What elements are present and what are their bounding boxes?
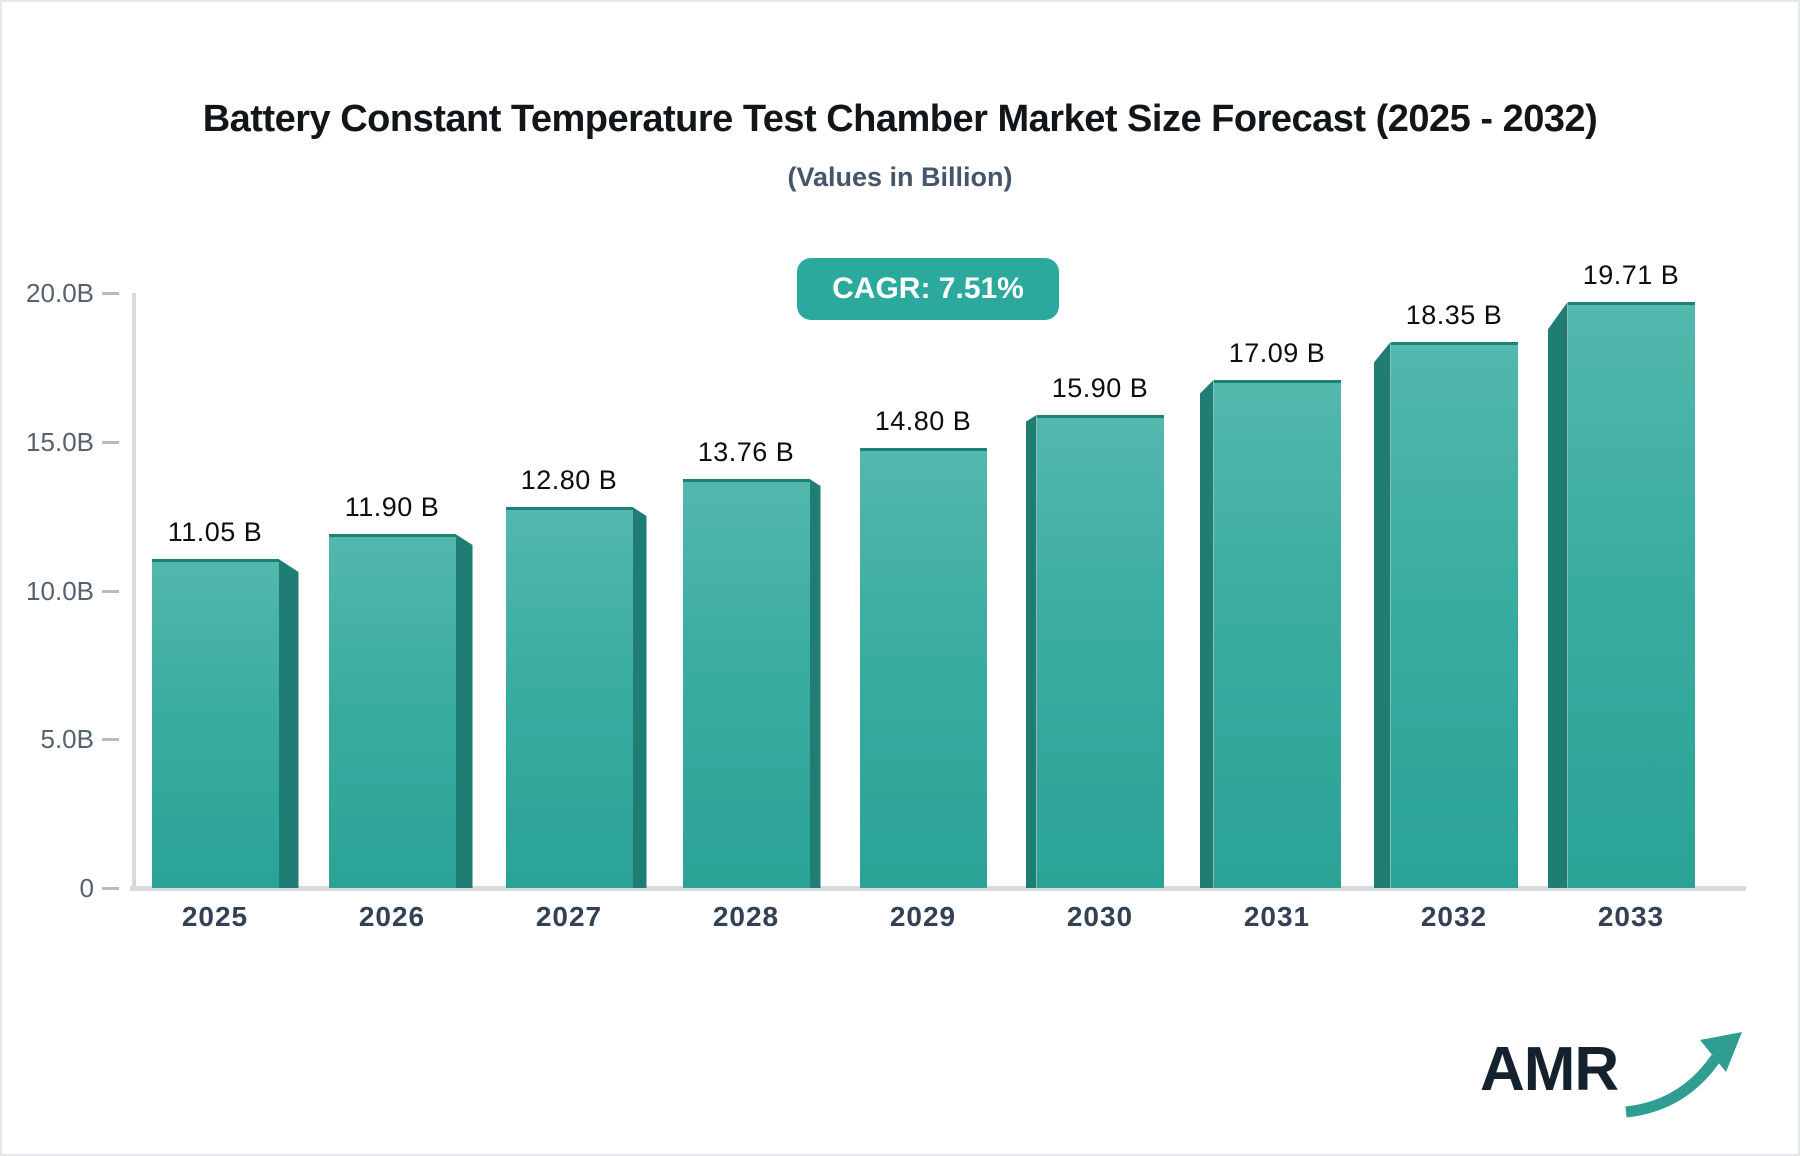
x-tick-label-2025: 2025 bbox=[181, 901, 249, 932]
bar-2032 bbox=[1390, 342, 1518, 888]
bar-3d-side-2030 bbox=[1025, 415, 1037, 888]
bar-3d-side-2033 bbox=[1547, 302, 1568, 888]
y-tick-label: 20.0B bbox=[26, 278, 94, 308]
bar-value-label: 11.05 B bbox=[167, 517, 263, 547]
bar-3d-side-2025 bbox=[278, 559, 299, 888]
bar-2029 bbox=[859, 448, 987, 888]
bar-3d-side-2026 bbox=[455, 534, 473, 888]
cagr-badge-label: CAGR: 7.51% bbox=[832, 272, 1024, 305]
y-axis-line bbox=[132, 293, 136, 887]
bar-3d-side-2031 bbox=[1199, 380, 1214, 888]
amr-logo-text: AMR bbox=[1480, 1035, 1619, 1104]
bar-value-label: 19.71 B bbox=[1582, 260, 1680, 290]
bar-2027 bbox=[505, 507, 633, 888]
bar-value-label: 13.76 B bbox=[697, 437, 795, 467]
x-tick-label-2029: 2029 bbox=[889, 901, 957, 932]
bar-value-label: 15.90 B bbox=[1051, 373, 1149, 403]
bar-2025 bbox=[151, 559, 279, 888]
chart-title: Battery Constant Temperature Test Chambe… bbox=[202, 98, 1598, 140]
x-tick-label-2026: 2026 bbox=[358, 901, 426, 932]
x-tick-label-2031: 2031 bbox=[1243, 901, 1311, 932]
bar-value-label: 14.80 B bbox=[874, 406, 972, 436]
growth-arrow-icon bbox=[1625, 1032, 1742, 1118]
bar-2031 bbox=[1213, 380, 1341, 888]
y-tick-label: 10.0B bbox=[26, 575, 94, 606]
y-tick-mark bbox=[102, 589, 119, 593]
y-tick-label: 5.0B bbox=[40, 724, 95, 755]
bar-2028 bbox=[682, 479, 810, 888]
x-tick-label-2030: 2030 bbox=[1066, 901, 1134, 932]
y-tick-label: 0 bbox=[79, 873, 94, 903]
y-tick-mark bbox=[102, 738, 119, 742]
bar-3d-side-2028 bbox=[809, 479, 821, 888]
bar-value-label: 17.09 B bbox=[1228, 338, 1326, 368]
bar-2026 bbox=[328, 534, 456, 888]
y-tick-label: 15.0B bbox=[26, 426, 94, 457]
x-tick-label-2028: 2028 bbox=[712, 901, 780, 932]
amr-logo: AMR bbox=[1480, 1024, 1742, 1124]
x-tick-label-2032: 2032 bbox=[1420, 901, 1488, 932]
bar-3d-side-2027 bbox=[632, 507, 647, 888]
bar-value-label: 18.35 B bbox=[1405, 300, 1503, 330]
x-tick-label-2027: 2027 bbox=[535, 901, 603, 932]
y-tick-mark bbox=[102, 887, 119, 890]
bar-2030 bbox=[1036, 415, 1164, 888]
bar-value-label: 12.80 B bbox=[520, 465, 618, 495]
y-tick-mark bbox=[102, 292, 119, 295]
x-axis-line bbox=[130, 886, 1746, 891]
chart-subtitle: (Values in Billion) bbox=[787, 162, 1013, 192]
bar-3d-side-2032 bbox=[1373, 342, 1391, 888]
bar-2033 bbox=[1567, 302, 1695, 888]
y-tick-mark bbox=[102, 440, 119, 444]
x-tick-label-2033: 2033 bbox=[1597, 901, 1665, 932]
cagr-badge: CAGR: 7.51% bbox=[797, 258, 1059, 320]
bar-value-label: 11.90 B bbox=[344, 492, 440, 522]
